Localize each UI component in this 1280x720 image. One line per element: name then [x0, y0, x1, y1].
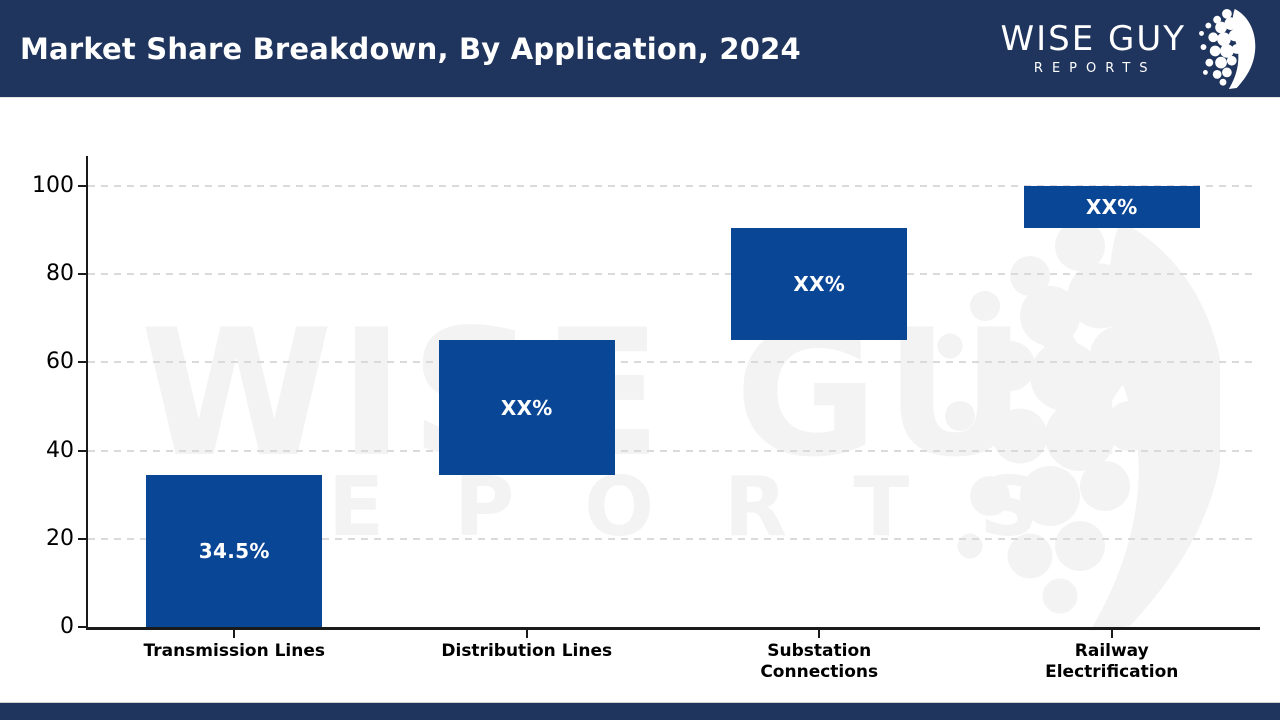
x-axis-category-label: Substation Connections — [760, 641, 879, 682]
x-tick-mark — [1110, 630, 1113, 638]
y-tick-mark-20 — [78, 537, 86, 540]
x-tick-mark — [525, 630, 528, 638]
bar-segment: 34.5% — [146, 474, 323, 627]
gridline-80 — [88, 273, 1258, 276]
plot: 0 20 40 60 80 100 34.5% Transmission Lines XX% Di… — [0, 98, 1280, 703]
gridline-40 — [88, 449, 1258, 452]
y-tick-label-100: 100 — [32, 173, 74, 198]
x-axis-category-label: Distribution Lines — [441, 641, 613, 661]
bar-value-label: XX% — [793, 272, 846, 297]
y-tick-mark-0 — [78, 626, 86, 628]
x-tick-mark — [818, 630, 821, 638]
footer-bar — [0, 702, 1280, 720]
logo-wordmark: WISE GUY REPORTS — [1000, 22, 1186, 76]
gridline-60 — [88, 361, 1258, 364]
y-tick-mark-40 — [78, 449, 86, 452]
bar-segment: XX% — [1023, 186, 1200, 228]
y-tick-label-0: 0 — [60, 614, 74, 639]
y-tick-mark-80 — [78, 273, 86, 276]
y-tick-mark-100 — [78, 185, 86, 187]
x-axis-line — [86, 627, 1260, 630]
watermark-head-icon — [937, 221, 1220, 631]
x-axis-category-label: Transmission Lines — [143, 641, 326, 661]
y-axis-line — [86, 156, 88, 629]
logo-wordmark-line2: REPORTS — [1033, 60, 1157, 76]
logo-head-icon — [1199, 8, 1256, 89]
y-tick-label-40: 40 — [46, 437, 74, 463]
bar-value-label: XX% — [1085, 194, 1138, 219]
x-tick-mark — [233, 630, 236, 638]
logo-wordmark-line1: WISE GUY — [1000, 18, 1186, 59]
chart-area: WISE GUY REPORTS 0 20 40 60 80 100 34.5% Transm… — [0, 98, 1280, 703]
header-bar: Market Share Breakdown, By Application, … — [0, 0, 1280, 98]
x-axis-category-label: Railway Electrification — [1045, 641, 1179, 682]
bar-value-label: XX% — [500, 395, 553, 420]
y-tick-mark-60 — [78, 361, 86, 364]
y-tick-label-80: 80 — [46, 261, 74, 287]
bar-segment: XX% — [438, 340, 615, 475]
brand-logo: WISE GUY REPORTS — [1000, 8, 1256, 90]
chart-title: Market Share Breakdown, By Application, … — [20, 31, 801, 66]
y-tick-label-60: 60 — [46, 349, 74, 375]
gridline-20 — [88, 537, 1258, 540]
bar-value-label: 34.5% — [198, 538, 270, 563]
gridline-100 — [88, 185, 1258, 187]
bar-segment: XX% — [731, 227, 908, 341]
watermark-wordmark-line1: WISE GUY — [140, 293, 1166, 496]
y-tick-label-20: 20 — [46, 525, 74, 551]
